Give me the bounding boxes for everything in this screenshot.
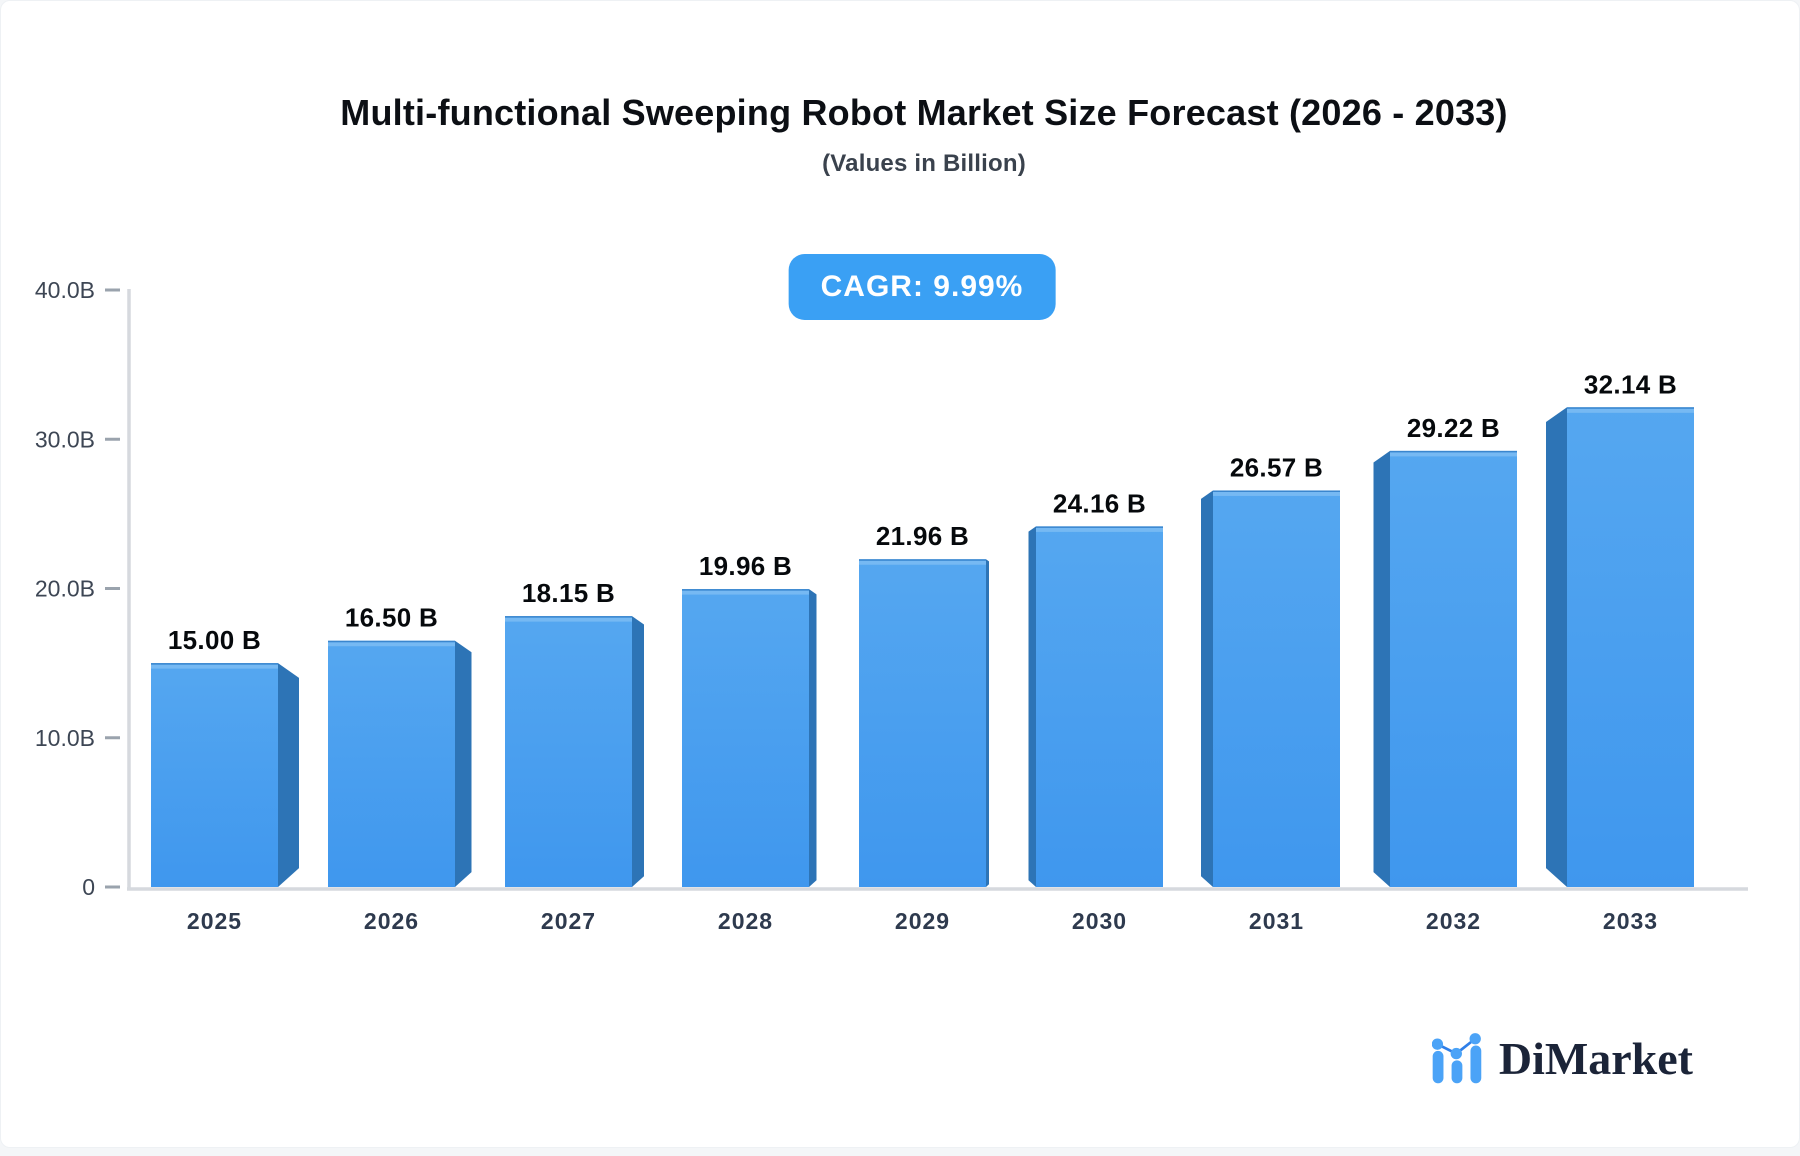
- bar-front-face: [328, 640, 455, 887]
- x-axis-year-label: 2028: [718, 908, 773, 934]
- bar-front-face: [151, 663, 278, 887]
- bar-side-face: [1201, 490, 1213, 887]
- chart-header: Multi-functional Sweeping Robot Market S…: [49, 93, 1799, 178]
- bar-2031: 26.57 B 2031: [1201, 452, 1340, 934]
- cagr-badge: CAGR: 9.99%: [788, 254, 1056, 320]
- bar-value-label: 32.14 B: [1584, 369, 1677, 399]
- logo-text: DiMarket: [1498, 1033, 1693, 1084]
- bar-front-face: [682, 589, 809, 887]
- bar-top-highlight: [859, 560, 986, 565]
- bar-side-face: [1546, 407, 1567, 887]
- bar-chart-logo-icon: [1431, 1033, 1482, 1084]
- bar-side-face: [1028, 526, 1036, 887]
- bar-top-highlight: [505, 617, 632, 622]
- x-axis-year-label: 2025: [187, 908, 242, 934]
- bar-front-face: [1213, 490, 1340, 887]
- y-tick-label: 40.0B: [35, 277, 95, 303]
- bar-side-face: [986, 559, 989, 887]
- bar-2033: 32.14 B 2033: [1546, 369, 1694, 934]
- bar-value-label: 15.00 B: [168, 625, 261, 655]
- bar-2025: 15.00 B 2025: [151, 625, 299, 934]
- bar-2026: 16.50 B 2026: [328, 603, 472, 934]
- bar-side-face: [632, 616, 644, 887]
- dimarket-logo: DiMarket: [1431, 1033, 1693, 1085]
- x-axis-year-label: 2032: [1426, 908, 1481, 934]
- x-axis-year-label: 2026: [364, 908, 419, 934]
- x-axis-year-label: 2031: [1249, 908, 1304, 934]
- bar-side-face: [1373, 450, 1390, 887]
- bar-chart-plot: 0 10.0B 20.0B 30.0B 40.0B 15.00 B 2025 16.50 B 2…: [35, 277, 1748, 934]
- bar-value-label: 26.57 B: [1230, 452, 1323, 482]
- bar-side-face: [278, 663, 299, 887]
- bar-top-highlight: [682, 590, 809, 595]
- y-tick-label: 30.0B: [35, 426, 95, 452]
- bar-front-face: [505, 616, 632, 887]
- bar-2032: 29.22 B 2032: [1373, 413, 1517, 934]
- bar-side-face: [809, 589, 817, 887]
- bar-top-highlight: [1390, 452, 1517, 457]
- bar-value-label: 19.96 B: [699, 551, 792, 581]
- bar-value-label: 16.50 B: [345, 603, 438, 633]
- bar-value-label: 24.16 B: [1053, 488, 1146, 518]
- bar-2028: 19.96 B 2028: [682, 551, 817, 934]
- bar-value-label: 21.96 B: [876, 521, 969, 551]
- bar-value-label: 18.15 B: [522, 578, 615, 608]
- x-axis-year-label: 2030: [1072, 908, 1127, 934]
- x-axis-year-label: 2027: [541, 908, 596, 934]
- chart-subtitle: (Values in Billion): [822, 149, 1026, 177]
- y-tick-label: 20.0B: [35, 576, 95, 602]
- bar-side-face: [455, 640, 472, 887]
- x-axis-year-label: 2029: [895, 908, 950, 934]
- chart-title: Multi-functional Sweeping Robot Market S…: [340, 92, 1508, 133]
- y-tick-label: 10.0B: [35, 725, 95, 751]
- bar-front-face: [1390, 450, 1517, 887]
- bar-top-highlight: [328, 642, 455, 647]
- bar-top-highlight: [1036, 527, 1163, 532]
- bar-value-label: 29.22 B: [1407, 413, 1500, 443]
- bar-2029: 21.96 B 2029: [859, 521, 989, 934]
- bar-top-highlight: [151, 664, 278, 669]
- bar-2030: 24.16 B 2030: [1028, 488, 1163, 934]
- bar-top-highlight: [1213, 491, 1340, 496]
- bar-front-face: [1567, 407, 1694, 887]
- bar-front-face: [1036, 526, 1163, 887]
- y-tick-label: 0: [82, 874, 95, 900]
- bar-front-face: [859, 559, 986, 887]
- x-axis-year-label: 2033: [1603, 908, 1658, 934]
- bar-top-highlight: [1567, 408, 1694, 413]
- bar-2027: 18.15 B 2027: [505, 578, 644, 934]
